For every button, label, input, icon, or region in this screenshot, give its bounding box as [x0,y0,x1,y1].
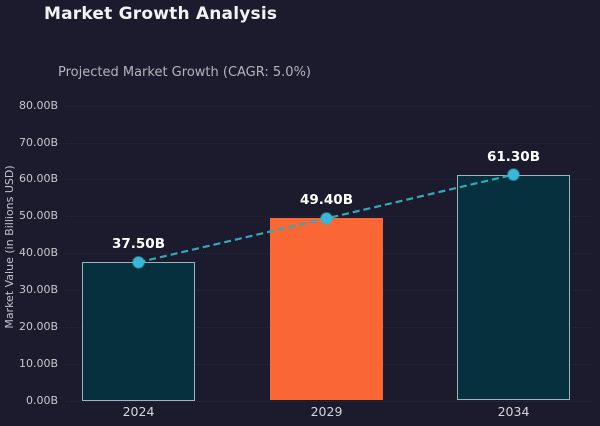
x-tick-label: 2024 [122,404,155,419]
gridline [66,142,592,144]
x-tick-label: 2029 [310,404,343,419]
y-tick-label: 40.00B [18,246,58,260]
y-tick-label: 60.00B [18,172,58,186]
y-tick-label: 10.00B [18,356,58,370]
bar-value-label: 37.50B [112,236,165,253]
chart-title: Market Growth Analysis [44,4,278,24]
y-tick-label: 50.00B [18,209,58,223]
bar-value-label: 61.30B [487,148,540,165]
bar-2029 [270,218,383,401]
bar-value-label: 49.40B [300,192,353,209]
y-tick-label: 70.00B [18,135,58,149]
y-tick-label: 20.00B [18,319,58,333]
bar-2024 [82,262,195,401]
chart-subtitle: Projected Market Growth (CAGR: 5.0%) [58,65,311,80]
y-tick-label: 30.00B [18,282,58,296]
gridline [66,105,592,107]
y-tick-label: 80.00B [18,98,58,112]
bar-2034 [457,174,570,401]
gridline [66,400,592,402]
x-tick-label: 2034 [497,404,530,419]
y-tick-label: 0.00B [25,393,58,407]
